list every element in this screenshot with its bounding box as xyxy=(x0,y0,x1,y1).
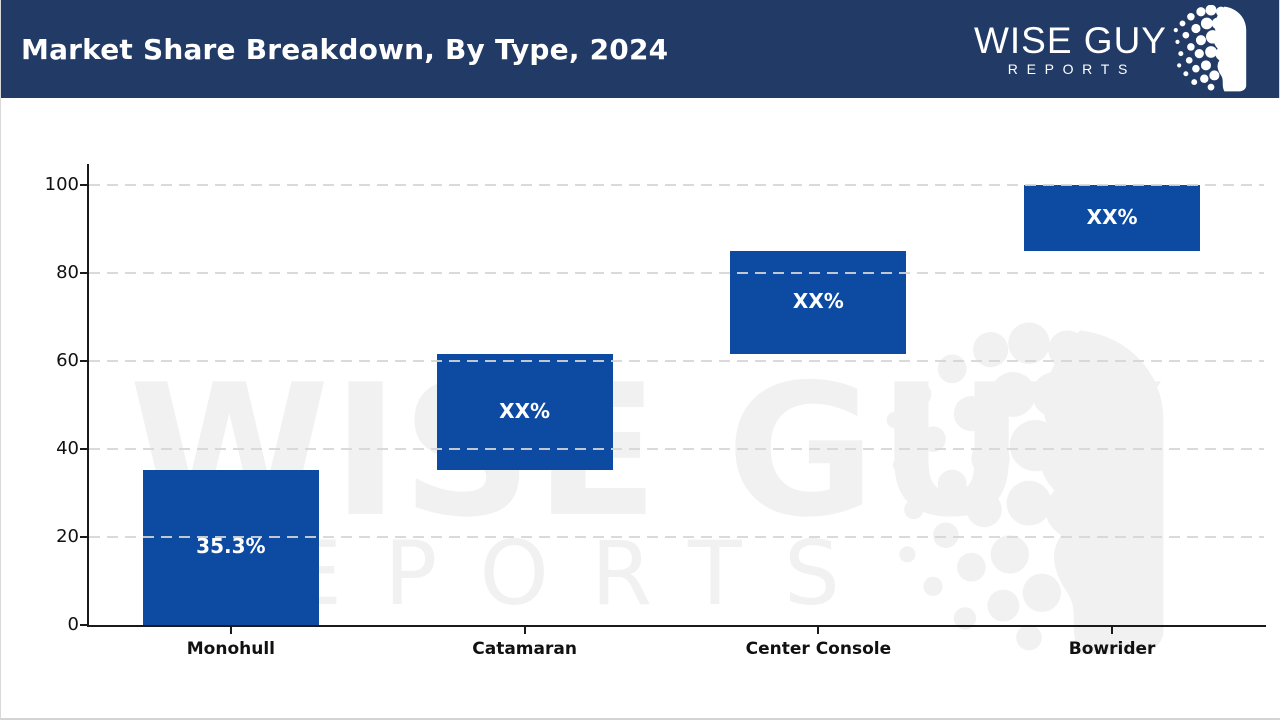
face-profile-icon xyxy=(1173,5,1247,92)
bar-center-console xyxy=(730,251,907,354)
y-tick-mark xyxy=(80,448,87,450)
y-tick-label: 60 xyxy=(56,350,79,371)
brand-subtitle: REPORTS xyxy=(1007,61,1136,77)
bar-monohull xyxy=(142,469,319,625)
y-axis-line xyxy=(87,164,89,627)
category-label: Bowrider xyxy=(1068,639,1156,659)
category-label: Catamaran xyxy=(472,639,577,659)
x-tick-mark xyxy=(1111,627,1114,634)
y-tick-label: 40 xyxy=(56,438,79,459)
y-tick-label: 0 xyxy=(67,614,79,635)
brand-logo-text: WISE GUY REPORTS xyxy=(974,22,1167,76)
bar-bowrider xyxy=(1024,185,1201,251)
gridline xyxy=(89,272,1264,274)
x-axis-line xyxy=(87,625,1266,627)
x-tick-mark xyxy=(229,627,232,634)
gridline xyxy=(89,448,1264,450)
header-bar: Market Share Breakdown, By Type, 2024 WI… xyxy=(1,0,1279,98)
category-label: Center Console xyxy=(745,639,892,659)
bar-catamaran xyxy=(436,353,613,470)
y-tick-label: 20 xyxy=(56,526,79,547)
y-tick-mark xyxy=(80,624,87,626)
x-tick-mark xyxy=(817,627,820,634)
y-tick-label: 80 xyxy=(56,262,79,283)
bar-value-label: 35.3% xyxy=(196,534,266,559)
gridline xyxy=(89,360,1264,362)
category-label: Monohull xyxy=(186,639,275,659)
gridline xyxy=(89,536,1264,538)
y-tick-label: 100 xyxy=(44,174,79,195)
page-title: Market Share Breakdown, By Type, 2024 xyxy=(21,32,669,66)
x-tick-mark xyxy=(523,627,526,634)
bar-value-label: XX% xyxy=(499,398,551,423)
bar-value-label: XX% xyxy=(1086,205,1138,229)
gridline xyxy=(89,184,1264,186)
brand-name: WISE GUY xyxy=(973,20,1167,61)
y-tick-mark xyxy=(80,536,87,538)
brand-logo: WISE GUY REPORTS xyxy=(974,5,1253,93)
y-tick-mark xyxy=(80,360,87,362)
watermark-face-icon xyxy=(886,322,1164,654)
y-tick-mark xyxy=(80,272,87,274)
y-tick-mark xyxy=(80,184,87,186)
bar-value-label: XX% xyxy=(792,289,844,314)
